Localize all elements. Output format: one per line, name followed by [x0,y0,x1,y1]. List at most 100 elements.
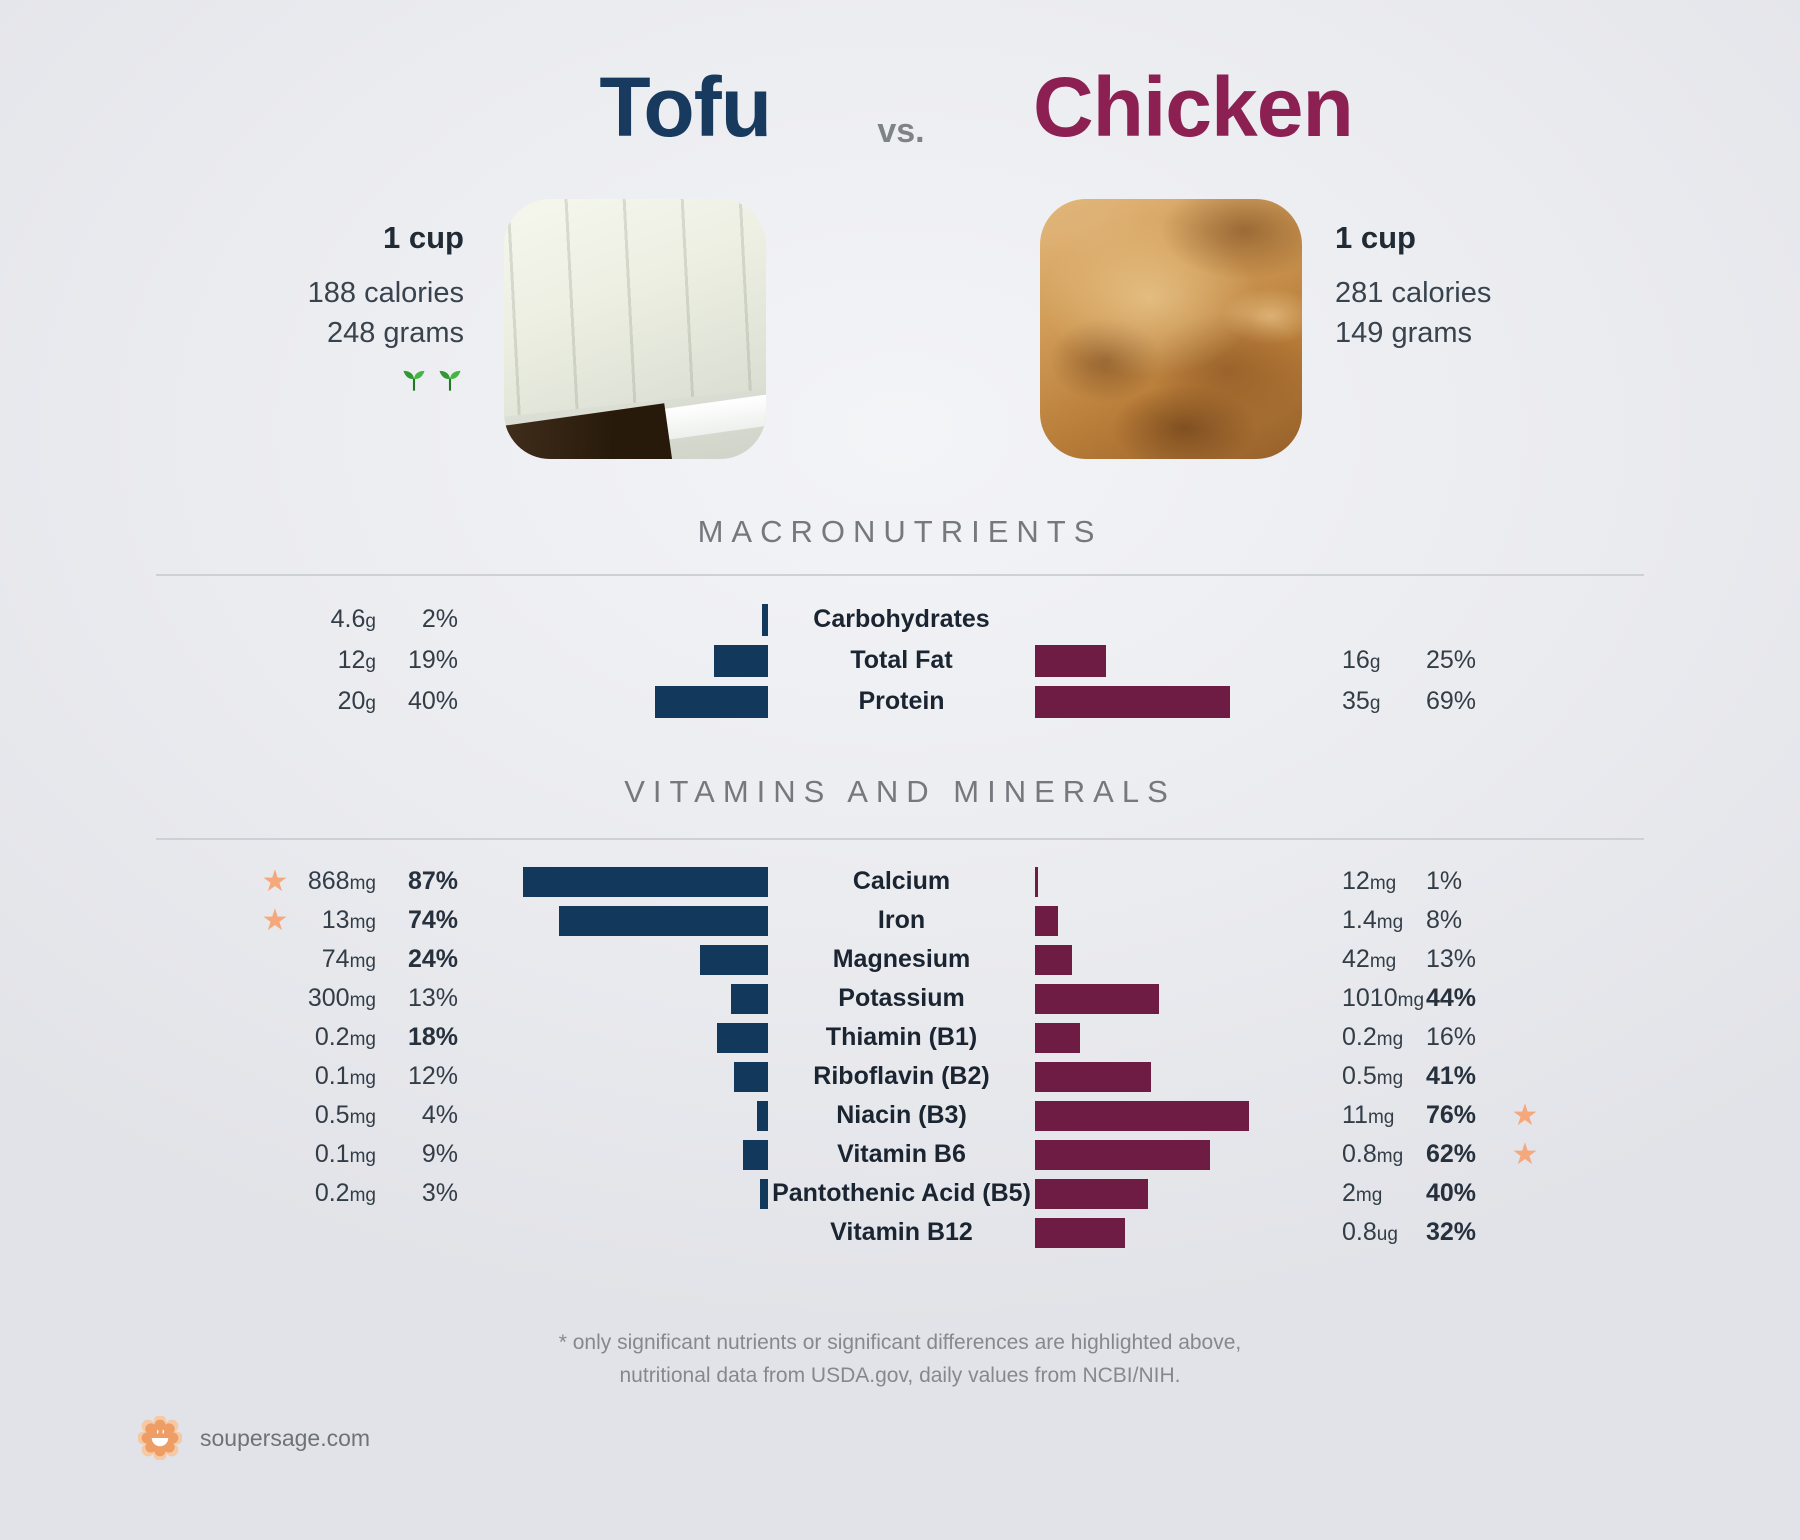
tofu-bar-zone [458,862,768,901]
chicken-percent: 62% [1426,1140,1477,1168]
nutrient-row: 74mg 24% Magnesium 42mg 13% [250,940,1800,979]
tofu-bar-zone [458,979,768,1018]
tofu-bar-zone [458,599,768,640]
chicken-percent: 40% [1426,1179,1477,1207]
tofu-bar-zone [458,640,768,681]
chicken-bar-zone [1035,1213,1340,1252]
chicken-percent: 44% [1426,984,1477,1012]
chicken-bar [1035,983,1160,1014]
nutrient-label: Carbohydrates [813,605,990,633]
nutrient-row: ★ 868mg 87% Calcium 12mg 1% [250,862,1800,901]
chicken-bar [1035,644,1106,677]
chicken-bar-zone [1035,1057,1340,1096]
tofu-bar-zone [458,1213,768,1252]
chicken-amount: 1010mg [1342,984,1425,1012]
footnote: * only significant nutrients or signific… [0,1326,1800,1392]
vitamins-chart: ★ 868mg 87% Calcium 12mg 1% ★ 13mg 74% Iron 1.4mg 8… [0,862,1800,1252]
chicken-grams: 149 grams [1335,317,1473,349]
tofu-percent: 4% [421,1101,458,1129]
tofu-percent: 3% [421,1179,458,1207]
section-title-macronutrients: MACRONUTRIENTS [697,514,1103,549]
chicken-amount: 0.8mg [1342,1140,1404,1168]
nutrient-row: 0.5mg 4% Niacin (B3) 11mg 76% ★ [250,1096,1800,1135]
tofu-amount: 20g [337,687,376,715]
tofu-percent: 18% [407,1023,458,1051]
tofu-bar-zone [458,940,768,979]
chicken-percent: 16% [1426,1023,1477,1051]
chicken-bar-zone [1035,901,1340,940]
chicken-bar-zone [1035,862,1340,901]
tofu-bar [700,944,768,975]
tofu-percent: 74% [407,906,458,934]
chicken-amount: 0.2mg [1342,1023,1404,1051]
nutrient-row: 300mg 13% Potassium 1010mg 44% [250,979,1800,1018]
tofu-block-art [504,199,766,420]
tofu-amount: 0.2mg [314,1179,376,1207]
tofu-bar-zone [458,901,768,940]
nutrient-label: Niacin (B3) [836,1101,967,1129]
vegan-indicator [134,365,464,395]
chicken-bar [1035,905,1058,936]
nutrient-label: Magnesium [832,945,971,973]
tofu-amount: 12g [337,646,376,674]
chicken-percent: 41% [1426,1062,1477,1090]
tofu-amount: 0.1mg [314,1062,376,1090]
nutrient-row: 20g 40% Protein 35g 69% [250,681,1800,722]
chicken-serving-info: 1 cup 281 calories 149 grams [1335,220,1665,353]
tofu-percent: 2% [421,605,458,633]
chicken-bar [1035,1139,1210,1170]
tofu-grams: 248 grams [326,317,464,349]
tofu-bar-zone [458,681,768,722]
chicken-bar [1035,1022,1081,1053]
chicken-percent: 25% [1426,646,1477,674]
nutrient-row: 0.1mg 9% Vitamin B6 0.8mg 62% ★ [250,1135,1800,1174]
tofu-amount: 0.2mg [314,1023,376,1051]
tofu-serving-info: 1 cup 188 calories 248 grams [134,220,464,395]
tofu-amount: 300mg [307,984,376,1012]
tofu-bar-zone [458,1096,768,1135]
star-icon: ★ [261,864,289,898]
tofu-amount: 0.5mg [314,1101,376,1129]
brand-site-url: soupersage.com [200,1424,371,1451]
tofu-bar [559,905,768,936]
nutrient-row: 0.1mg 12% Riboflavin (B2) 0.5mg 41% [250,1057,1800,1096]
tofu-bar [762,603,768,636]
tofu-percent: 87% [407,867,458,895]
chicken-roast-art [1040,199,1302,459]
chicken-bar-zone [1035,599,1340,640]
chicken-amount: 11mg [1342,1101,1395,1129]
chicken-photo [1040,199,1302,459]
tofu-serving-size: 1 cup [383,220,464,255]
chicken-bar [1035,1061,1151,1092]
footnote-line1: * only significant nutrients or signific… [558,1331,1242,1354]
chicken-amount: 35g [1342,687,1381,715]
macronutrients-chart: 4.6g 2% Carbohydrates 12g 19% Total Fat 16g 25%… [0,599,1800,722]
chicken-calories: 281 calories [1335,277,1492,309]
tofu-percent: 19% [407,646,458,674]
chicken-bar [1035,1100,1250,1131]
chicken-bar-zone [1035,1018,1340,1057]
tofu-photo [504,199,766,459]
chicken-bar-zone [1035,979,1340,1018]
nutrient-row: 4.6g 2% Carbohydrates [250,599,1800,640]
tofu-amount: 4.6g [330,605,376,633]
chicken-percent: 32% [1426,1218,1477,1246]
nutrient-row: Vitamin B12 0.8ug 32% [250,1213,1800,1252]
chicken-bar-zone [1035,940,1340,979]
divider [156,838,1644,840]
tofu-percent: 24% [407,945,458,973]
nutrient-label: Vitamin B12 [830,1218,973,1246]
tofu-bar-zone [458,1135,768,1174]
tofu-amount: 0.1mg [314,1140,376,1168]
tofu-amount: 13mg [321,906,376,934]
chicken-amount: 1.4mg [1342,906,1404,934]
chicken-percent: 69% [1426,687,1477,715]
section-title-vitamins: VITAMINS AND MINERALS [624,774,1176,809]
nutrient-label: Pantothenic Acid (B5) [772,1179,1031,1207]
chicken-percent: 76% [1426,1101,1477,1129]
page-title-tofu: Tofu [599,60,772,154]
chicken-bar-zone [1035,1174,1340,1213]
tofu-bar [734,1061,768,1092]
nutrient-label: Vitamin B6 [837,1140,966,1168]
